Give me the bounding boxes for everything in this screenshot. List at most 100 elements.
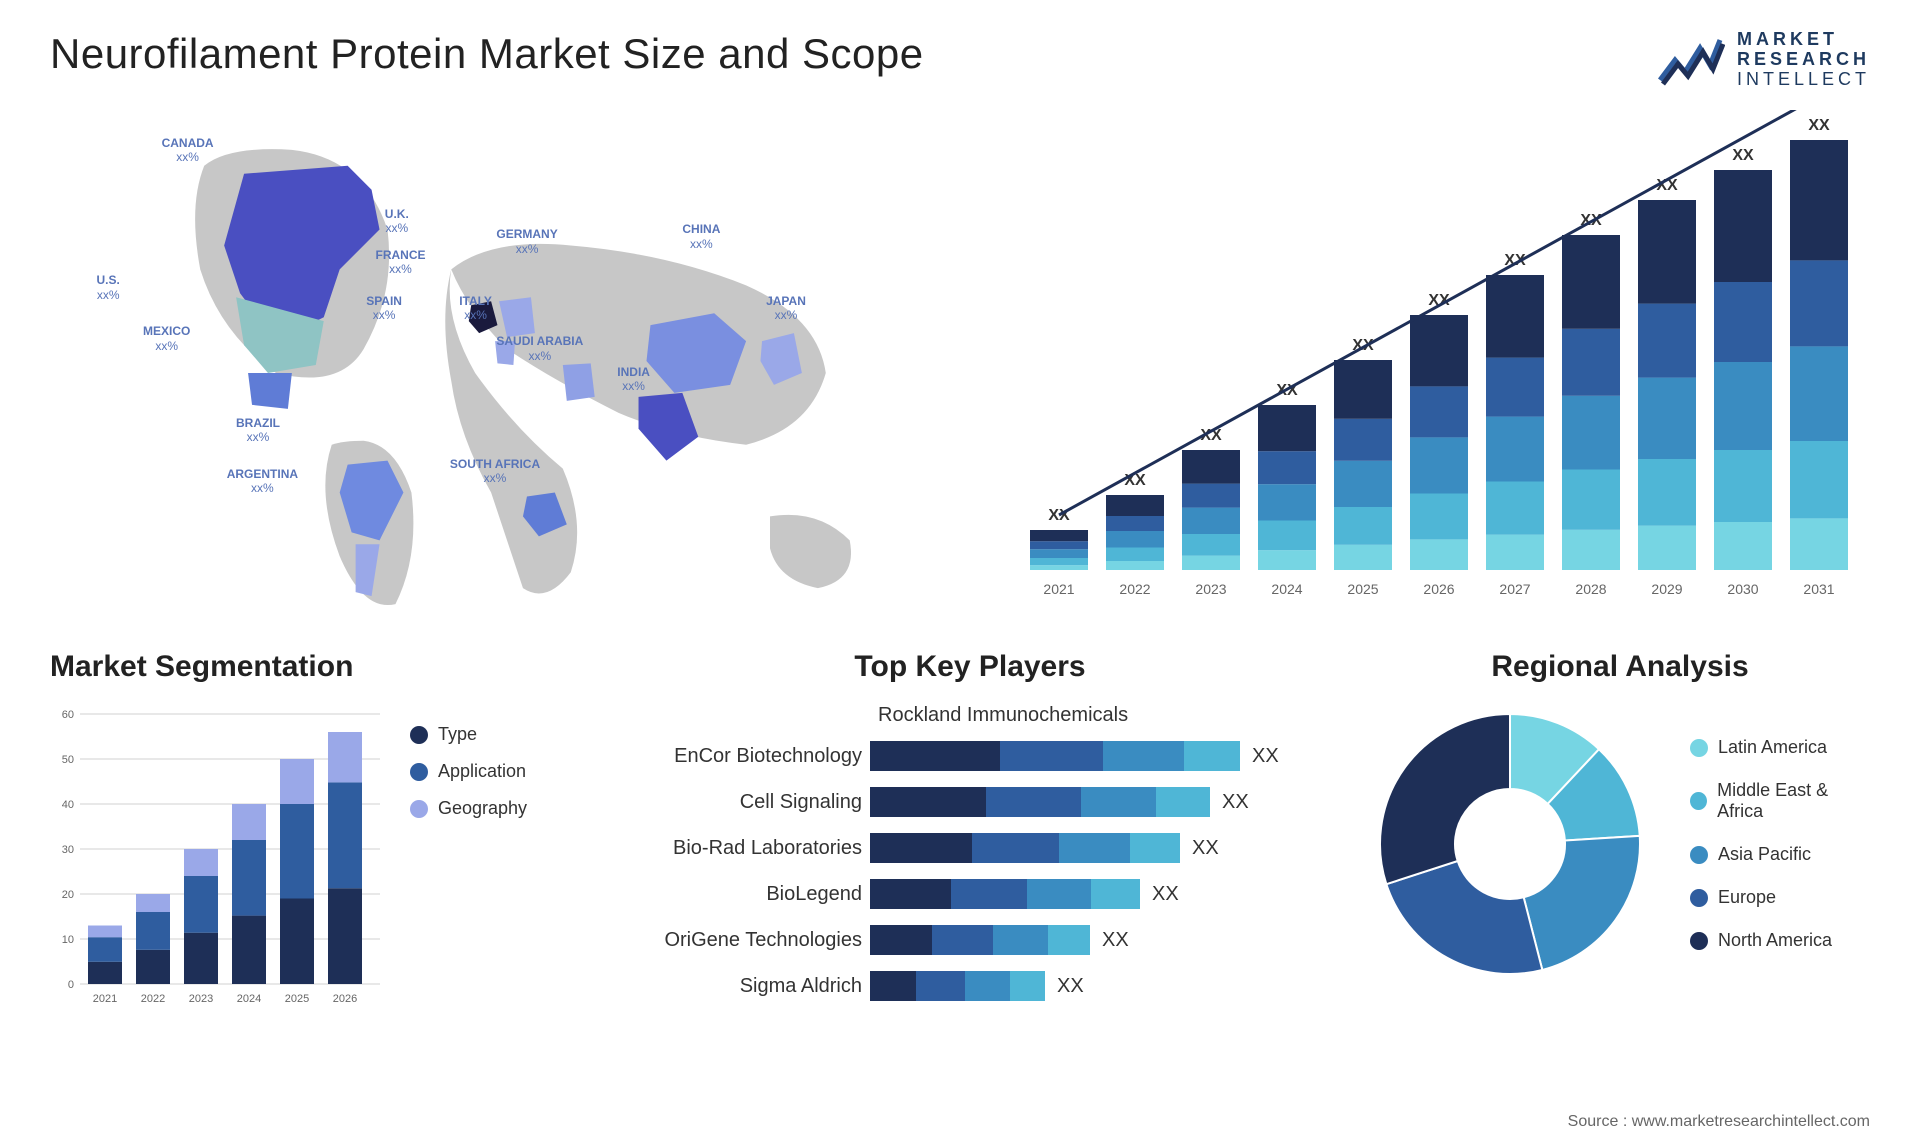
player-bar-wrap: XX [870,925,1320,955]
legend-dot [1690,889,1708,907]
map-label-france: FRANCExx% [376,248,426,277]
map-label-saudiarabia: SAUDI ARABIAxx% [496,334,583,363]
svg-text:2026: 2026 [333,993,357,1005]
source-text: Source : www.marketresearchintellect.com [1568,1113,1870,1131]
player-bar-segment [932,925,994,955]
regional-donut [1370,704,1650,984]
segmentation-panel: Market Segmentation 01020304050602021202… [50,650,570,1070]
player-bar-segment [870,925,932,955]
svg-text:2024: 2024 [237,993,261,1005]
player-name: OriGene Technologies [620,929,870,952]
logo-icon [1655,30,1725,90]
player-bar-segment [1091,879,1140,909]
player-bar-segment [1000,741,1104,771]
player-bar [870,879,1140,909]
player-bar [870,741,1240,771]
svg-text:2023: 2023 [189,993,213,1005]
svg-text:2025: 2025 [285,993,309,1005]
player-value: XX [1252,745,1279,768]
map-label-mexico: MEXICOxx% [143,324,190,353]
legend-label: Middle East & Africa [1717,780,1870,822]
svg-text:40: 40 [62,799,74,811]
legend-label: Asia Pacific [1718,844,1811,865]
player-value: XX [1222,791,1249,814]
legend-dot [1690,846,1708,864]
map-label-us: U.S.xx% [97,273,120,302]
svg-text:XX: XX [1732,147,1754,164]
legend-item: Middle East & Africa [1690,780,1870,822]
svg-text:2028: 2028 [1575,581,1606,597]
map-label-brazil: BRAZILxx% [236,416,280,445]
svg-text:2021: 2021 [93,993,117,1005]
players-panel: Top Key Players Rockland Immunochemicals… [620,650,1320,1070]
player-row: OriGene TechnologiesXX [620,919,1320,961]
svg-text:30: 30 [62,844,74,856]
map-label-uk: U.K.xx% [385,207,409,236]
player-bar-wrap: XX [870,833,1320,863]
map-label-italy: ITALYxx% [459,294,492,323]
player-name: EnCor Biotechnology [620,745,870,768]
legend-label: North America [1718,930,1832,951]
player-bar-segment [972,833,1059,863]
svg-text:10: 10 [62,934,74,946]
player-bar-wrap: XX [870,741,1320,771]
player-row: Bio-Rad LaboratoriesXX [620,827,1320,869]
player-bar-segment [986,787,1081,817]
player-bar-segment [870,971,916,1001]
player-bar-segment [1184,741,1240,771]
player-bar-segment [1048,925,1090,955]
player-bar [870,787,1210,817]
svg-text:2022: 2022 [1119,581,1150,597]
player-name: Sigma Aldrich [620,975,870,998]
player-bar [870,833,1180,863]
player-bar-wrap: XX [870,879,1320,909]
world-map [50,110,980,620]
svg-text:2029: 2029 [1651,581,1682,597]
segmentation-title: Market Segmentation [50,650,570,684]
svg-text:2023: 2023 [1195,581,1226,597]
player-bar-wrap: XX [870,787,1320,817]
svg-text:60: 60 [62,709,74,721]
map-label-spain: SPAINxx% [366,294,402,323]
players-title: Top Key Players [620,650,1320,684]
player-value: XX [1057,975,1084,998]
player-bar-segment [1059,833,1130,863]
regional-legend: Latin AmericaMiddle East & AfricaAsia Pa… [1690,737,1870,951]
legend-label: Europe [1718,887,1776,908]
top-row: CANADAxx%U.S.xx%MEXICOxx%BRAZILxx%ARGENT… [50,110,1870,620]
legend-dot [1690,932,1708,950]
legend-item: Type [410,724,527,745]
svg-text:2022: 2022 [141,993,165,1005]
main-barchart-panel: XX2021XX2022XX2023XX2024XX2025XX2026XX20… [1020,110,1870,620]
player-bar-segment [870,879,951,909]
player-bar-segment [1156,787,1210,817]
map-label-japan: JAPANxx% [766,294,806,323]
legend-dot [1690,792,1707,810]
map-label-germany: GERMANYxx% [496,227,557,256]
map-label-india: INDIAxx% [617,365,650,394]
player-bar-segment [1130,833,1180,863]
player-bar-wrap: XX [870,971,1320,1001]
svg-text:0: 0 [68,979,74,991]
legend-item: North America [1690,930,1870,951]
donut-wrap [1370,704,1650,984]
logo-line3: INTELLECT [1737,70,1870,90]
map-label-canada: CANADAxx% [162,136,214,165]
map-label-southafrica: SOUTH AFRICAxx% [450,457,540,486]
logo: MARKET RESEARCH INTELLECT [1655,30,1870,90]
legend-dot [410,800,428,818]
player-value: XX [1152,883,1179,906]
players-body: Rockland ImmunochemicalsEnCor Biotechnol… [620,704,1320,1007]
player-name: Bio-Rad Laboratories [620,837,870,860]
player-bar-segment [951,879,1027,909]
svg-text:50: 50 [62,754,74,766]
player-bar-segment [870,741,1000,771]
legend-item: Europe [1690,887,1870,908]
legend-dot [410,763,428,781]
player-bar-segment [1027,879,1092,909]
regional-title: Regional Analysis [1370,650,1870,684]
map-label-china: CHINAxx% [682,222,720,251]
legend-label: Geography [438,798,527,819]
logo-line1: MARKET [1737,30,1870,50]
svg-text:2024: 2024 [1271,581,1302,597]
